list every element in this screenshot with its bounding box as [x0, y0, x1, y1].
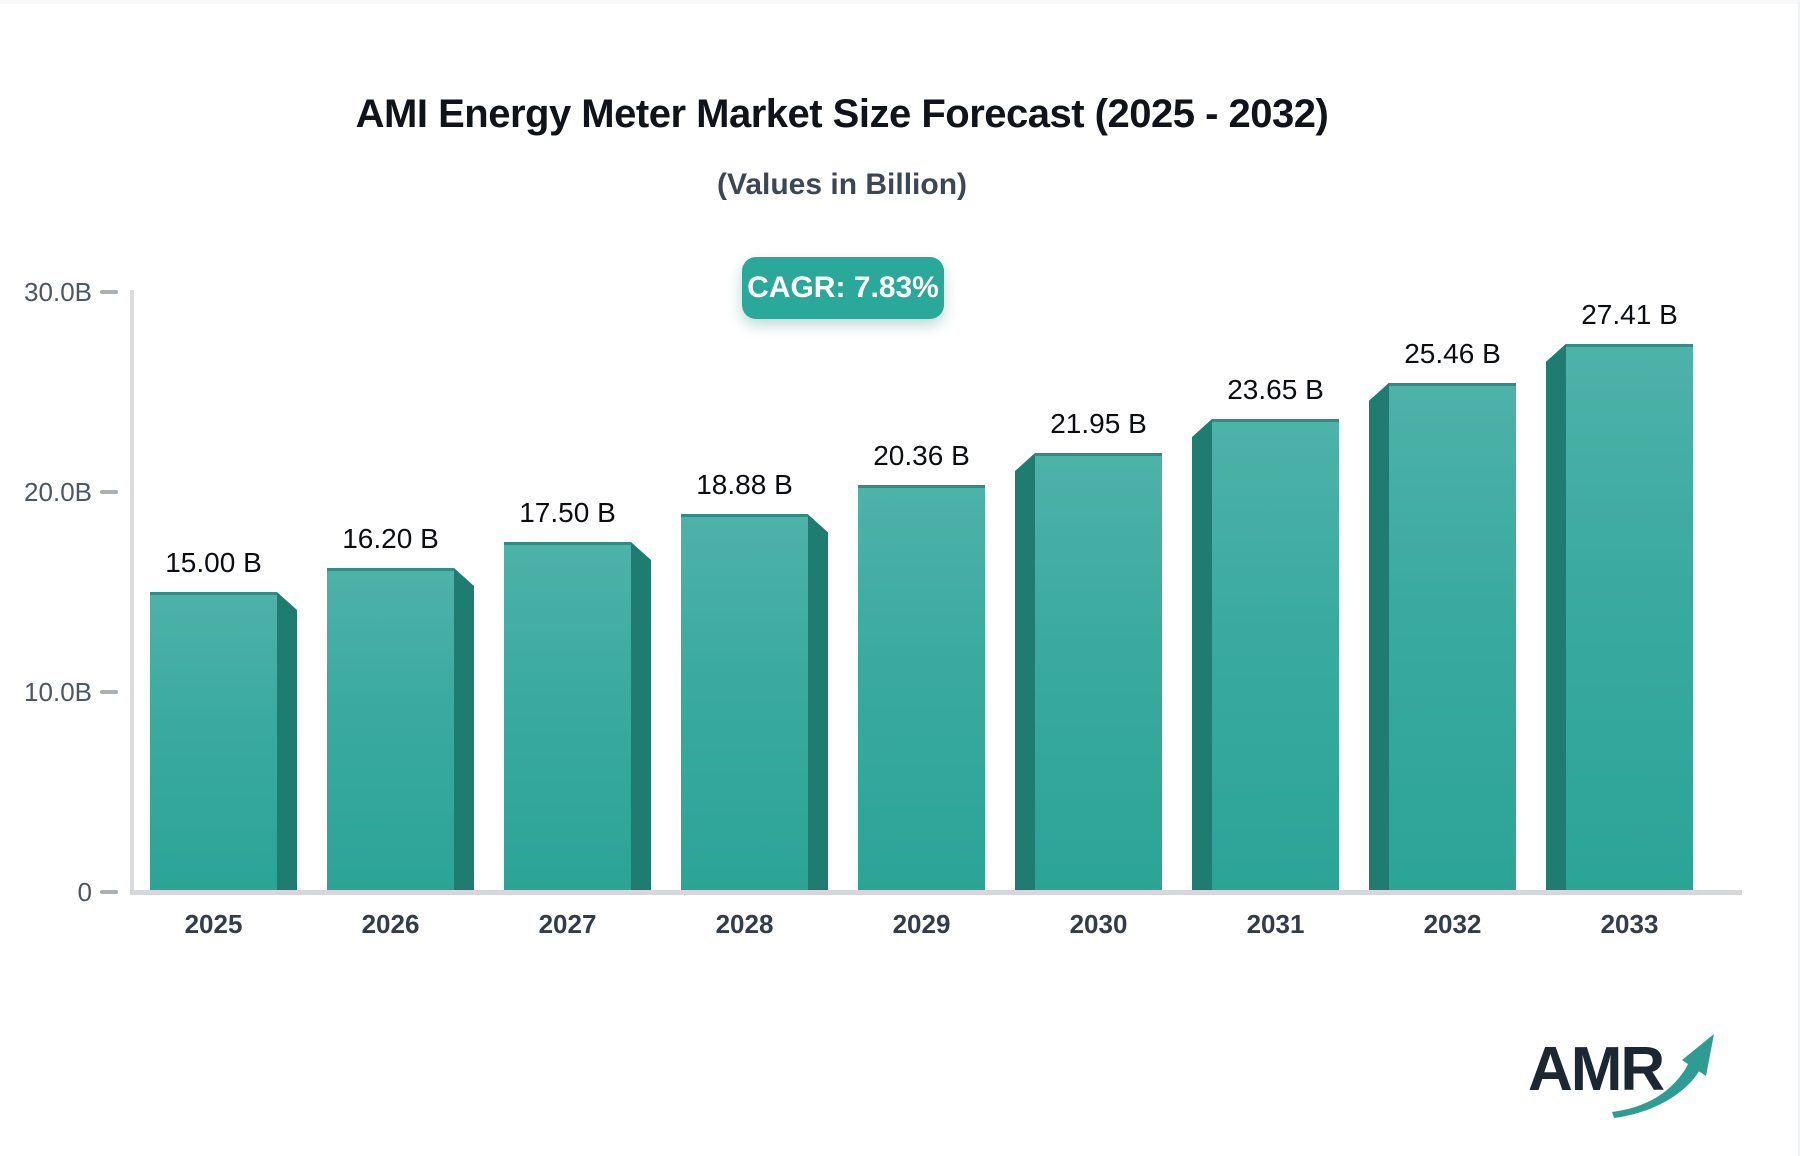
- x-axis-label-2027: 2027: [538, 909, 597, 939]
- cagr-badge: CAGR: 7.83%: [742, 257, 944, 319]
- bar-2033: [1566, 343, 1693, 890]
- bar-value-label: 17.50 B: [519, 497, 616, 528]
- bar-2028: [681, 514, 808, 890]
- bar-3d-side: [1369, 382, 1389, 890]
- chart-subtitle: (Values in Billion): [716, 168, 968, 201]
- amr-logo-text: AMR: [1528, 1035, 1665, 1104]
- bar-2030: [1035, 453, 1162, 890]
- bar-value-label: 15.00 B: [165, 547, 262, 578]
- bar-3d-side: [277, 592, 297, 890]
- y-axis-tick-label: 30.0B: [24, 277, 92, 307]
- bar-3d-side: [1015, 453, 1035, 890]
- chart-title: AMI Energy Meter Market Size Forecast (2…: [355, 92, 1329, 136]
- x-axis-line: [130, 890, 1742, 895]
- bar-value-label: 21.95 B: [1050, 408, 1147, 439]
- bar-2025: [150, 592, 277, 890]
- amr-logo: AMR: [1528, 1012, 1778, 1122]
- bar-value-label: 25.46 B: [1404, 337, 1501, 369]
- x-axis-label-2031: 2031: [1246, 909, 1305, 939]
- x-axis-label-2033: 2033: [1600, 909, 1659, 939]
- y-axis-tick-mark: [100, 690, 118, 694]
- y-axis-line: [130, 290, 134, 894]
- y-axis-tick-mark: [100, 890, 118, 894]
- x-axis-label-2028: 2028: [715, 909, 774, 939]
- bar-3d-side: [1192, 419, 1212, 890]
- y-axis-tick-mark: [100, 290, 118, 294]
- y-axis-tick-label: 0: [77, 877, 92, 907]
- bar-value-label: 23.65 B: [1227, 374, 1324, 405]
- bar-3d-side: [454, 568, 474, 890]
- x-axis-label-2025: 2025: [184, 909, 243, 939]
- bar-value-label: 16.20 B: [342, 523, 439, 554]
- bar-2031: [1212, 419, 1339, 890]
- bar-3d-side: [631, 542, 651, 890]
- y-axis-tick-label: 20.0B: [24, 477, 92, 507]
- bar-2029: [858, 484, 985, 890]
- x-axis-label-2029: 2029: [892, 909, 951, 939]
- y-axis-tick-mark: [100, 490, 118, 494]
- y-axis-tick-label: 10.0B: [24, 677, 92, 707]
- bar-2026: [327, 568, 454, 890]
- bar-2032: [1389, 382, 1516, 890]
- x-axis-label-2032: 2032: [1423, 909, 1482, 939]
- growth-arrow-icon: [1612, 1034, 1714, 1118]
- x-axis-label-2030: 2030: [1069, 909, 1128, 939]
- bar-value-label: 20.36 B: [873, 439, 970, 471]
- bar-3d-side: [808, 514, 828, 890]
- bar-2027: [504, 542, 631, 890]
- x-axis-label-2026: 2026: [361, 909, 420, 939]
- bar-3d-side: [1546, 343, 1566, 890]
- bar-value-label: 18.88 B: [696, 469, 793, 501]
- bar-value-label: 27.41 B: [1581, 298, 1678, 330]
